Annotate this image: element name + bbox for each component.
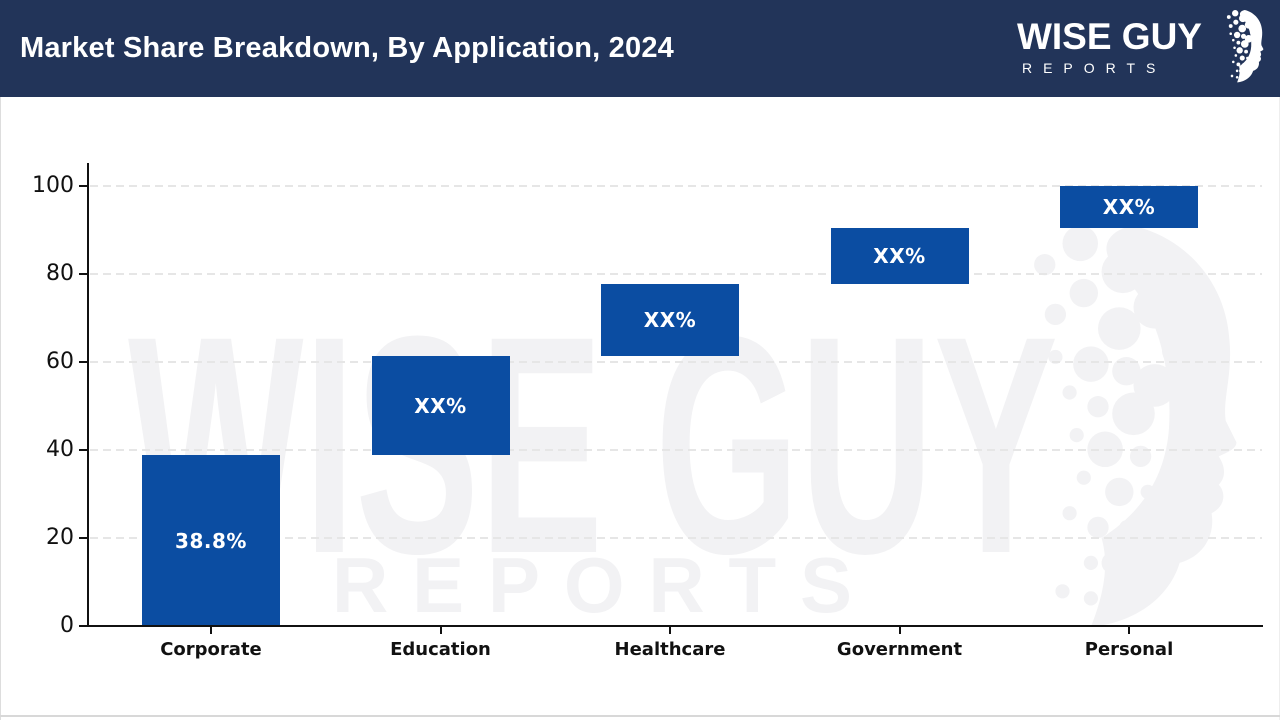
x-tick-mark bbox=[669, 627, 671, 634]
y-axis bbox=[87, 163, 89, 627]
x-tick-label: Government bbox=[836, 639, 963, 660]
x-tick-label: Personal bbox=[1084, 639, 1174, 660]
x-tick-mark bbox=[439, 627, 442, 634]
x-tick-mark bbox=[210, 627, 212, 634]
gridline bbox=[90, 185, 1262, 187]
y-tick-label: 0 bbox=[60, 613, 74, 638]
y-tick-mark bbox=[79, 537, 88, 539]
chart-title: Market Share Breakdown, By Application, … bbox=[20, 32, 674, 64]
gridline bbox=[90, 537, 1262, 539]
y-tick-label: 80 bbox=[46, 261, 74, 286]
x-tick-mark bbox=[898, 627, 901, 634]
bar-value-label: XX% bbox=[1102, 194, 1156, 219]
gridline bbox=[90, 361, 1262, 363]
watermark: WISE GUY REPORTS bbox=[128, 225, 1237, 629]
y-tick-mark bbox=[79, 449, 88, 451]
y-tick-mark bbox=[79, 273, 88, 275]
gridline bbox=[90, 449, 1262, 451]
bar: XX% bbox=[1060, 186, 1198, 228]
header-bar: Market Share Breakdown, By Application, … bbox=[0, 0, 1280, 97]
bar-value-label: XX% bbox=[873, 243, 926, 268]
bar: XX% bbox=[830, 227, 969, 285]
bar: 38.8% bbox=[142, 455, 280, 626]
x-tick-label: Healthcare bbox=[614, 639, 726, 660]
x-tick-label: Corporate bbox=[160, 639, 262, 660]
x-axis bbox=[87, 625, 1263, 627]
bar-value-label: 38.8% bbox=[175, 528, 247, 553]
wise-guy-logo: WISE GUY REPORTS bbox=[1017, 8, 1264, 85]
left-border bbox=[0, 97, 1, 720]
bar: XX% bbox=[601, 284, 739, 356]
logo-name: WISE GUY bbox=[1016, 15, 1202, 57]
y-tick-label: 20 bbox=[46, 525, 74, 550]
x-tick-label: Education bbox=[390, 639, 491, 660]
x-tick-mark bbox=[1128, 627, 1130, 634]
y-tick-mark bbox=[79, 625, 88, 627]
y-tick-label: 100 bbox=[32, 173, 74, 198]
watermark-reports: REPORTS bbox=[332, 541, 852, 629]
chart-area: WISE GUY REPORTS 0 20 40 60 80 100 38.8% Corpor… bbox=[0, 97, 1280, 720]
y-tick-mark bbox=[79, 185, 88, 187]
gridline bbox=[90, 273, 1262, 275]
bottom-border bbox=[0, 715, 1280, 717]
y-tick-mark bbox=[79, 361, 88, 363]
watermark-wise-guy: WISE GUY bbox=[128, 271, 1058, 618]
bar: XX% bbox=[371, 355, 510, 456]
y-tick-label: 60 bbox=[46, 349, 74, 374]
bar-value-label: XX% bbox=[643, 307, 697, 332]
bar-value-label: XX% bbox=[414, 393, 467, 418]
logo-text: WISE GUY REPORTS bbox=[1017, 18, 1202, 76]
y-tick-label: 40 bbox=[46, 437, 74, 462]
logo-subname: REPORTS bbox=[1021, 59, 1167, 76]
